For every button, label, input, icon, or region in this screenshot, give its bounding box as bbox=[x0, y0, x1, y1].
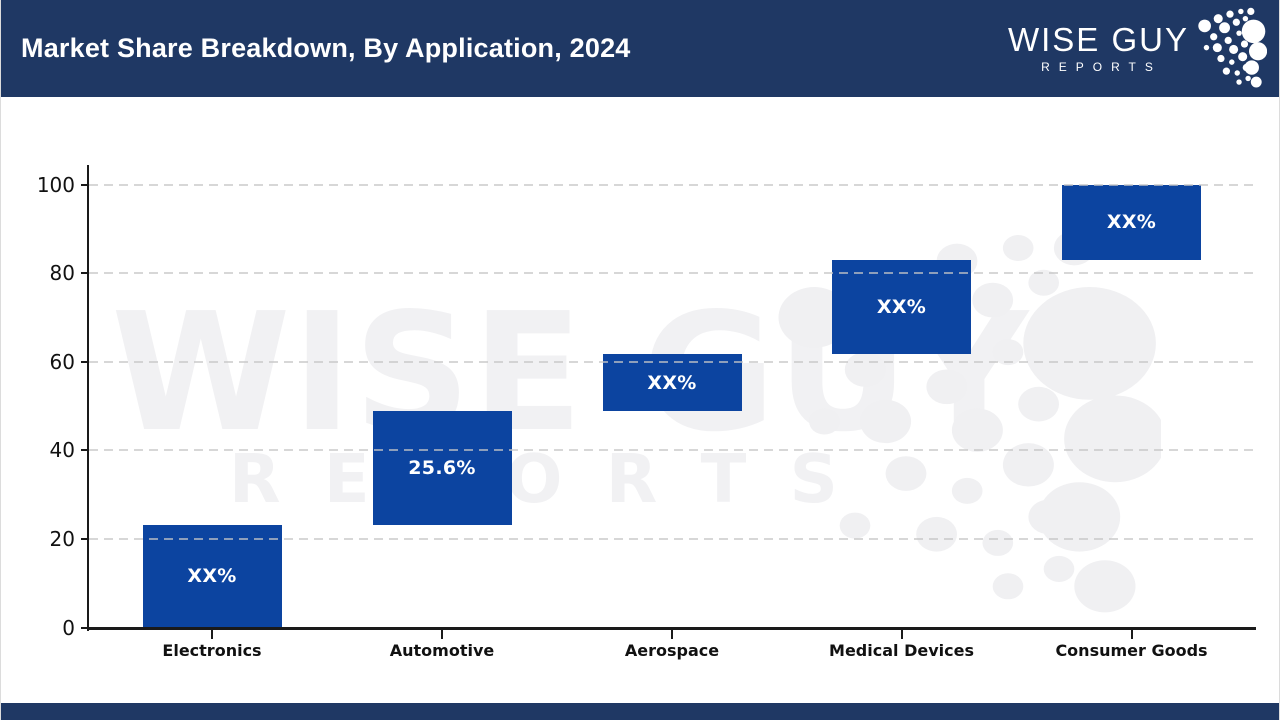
bar-consumer-goods: XX% bbox=[1062, 184, 1201, 260]
brand-logo: WISE GUY REPORTS bbox=[1008, 6, 1267, 92]
gridline-100 bbox=[89, 183, 1256, 186]
bar-value-label: XX% bbox=[876, 295, 927, 318]
logo-subtext: REPORTS bbox=[1041, 60, 1162, 74]
x-tick bbox=[1130, 629, 1133, 639]
bar-value-label: 25.6% bbox=[408, 457, 476, 480]
y-tick bbox=[81, 272, 89, 275]
logo-face-icon bbox=[1198, 7, 1267, 87]
x-axis-label-electronics: Electronics bbox=[162, 641, 262, 660]
bar-electronics: XX% bbox=[142, 524, 282, 628]
x-axis-label-medical-devices: Medical Devices bbox=[829, 641, 974, 660]
y-axis-tick-label: 0 bbox=[62, 615, 75, 640]
gridline-40 bbox=[89, 449, 1256, 452]
header: Market Share Breakdown, By Application, … bbox=[1, 0, 1279, 97]
chart-title: Market Share Breakdown, By Application, … bbox=[21, 33, 631, 63]
gridline-60 bbox=[89, 360, 1256, 363]
y-tick bbox=[81, 626, 89, 629]
y-axis-tick-label: 100 bbox=[36, 172, 75, 197]
gridline-20 bbox=[89, 537, 1256, 540]
y-tick bbox=[81, 183, 89, 186]
y-axis-tick-label: 80 bbox=[49, 261, 75, 286]
y-axis-tick-label: 20 bbox=[49, 526, 75, 551]
bar-aerospace: XX% bbox=[602, 354, 742, 412]
bar-medical-devices: XX% bbox=[832, 259, 971, 355]
bar-value-label: XX% bbox=[187, 565, 237, 588]
x-tick bbox=[900, 629, 903, 639]
bar-value-label: XX% bbox=[647, 371, 697, 394]
x-tick bbox=[441, 629, 443, 639]
y-tick bbox=[81, 449, 89, 452]
y-tick bbox=[81, 537, 89, 540]
y-axis-tick-label: 40 bbox=[49, 438, 75, 463]
gridline-80 bbox=[89, 272, 1256, 275]
bar-value-label: XX% bbox=[1106, 211, 1157, 234]
y-axis-line bbox=[87, 165, 89, 631]
y-axis-tick-label: 60 bbox=[49, 349, 75, 374]
logo-wordmark: WISE GUY bbox=[1007, 21, 1189, 58]
x-axis-label-aerospace: Aerospace bbox=[624, 641, 720, 660]
bar-automotive: 25.6% bbox=[372, 411, 512, 525]
x-tick bbox=[211, 629, 213, 639]
x-axis-label-consumer-goods: Consumer Goods bbox=[1055, 641, 1208, 660]
footer-bar bbox=[1, 703, 1279, 720]
watermark-subtext: R E P O R T S bbox=[229, 440, 848, 518]
y-tick bbox=[81, 360, 89, 363]
x-tick bbox=[671, 629, 673, 639]
logo-text: WISE GUY REPORTS bbox=[1008, 23, 1189, 74]
x-axis-label-automotive: Automotive bbox=[389, 641, 495, 660]
x-axis-line bbox=[87, 626, 1256, 630]
